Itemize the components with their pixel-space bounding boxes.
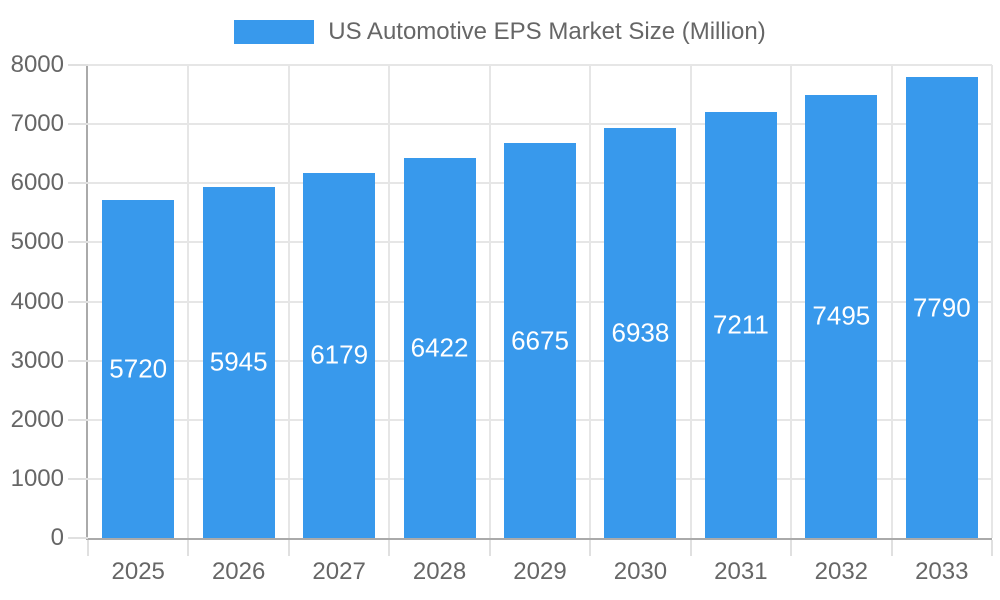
x-tick-label: 2029 — [513, 558, 567, 585]
bar-value-label: 5720 — [109, 353, 168, 384]
bar[interactable]: 7495 — [805, 94, 878, 538]
x-axis-tick — [890, 540, 893, 556]
gridline-vertical — [890, 65, 893, 538]
bar-value-label: 6675 — [511, 325, 569, 356]
bar[interactable]: 7790 — [905, 77, 978, 538]
gridline-vertical — [187, 65, 190, 538]
x-axis-tick — [388, 540, 391, 556]
y-axis-tick — [68, 182, 88, 185]
y-tick-label: 2000 — [10, 405, 64, 433]
legend[interactable]: US Automotive EPS Market Size (Million) — [0, 18, 1000, 46]
bar-value-label: 6938 — [611, 317, 670, 348]
legend-swatch — [234, 20, 315, 44]
y-axis-tick — [68, 418, 88, 421]
y-tick-label: 7000 — [10, 110, 64, 138]
y-axis-tick — [68, 300, 88, 303]
x-axis-tick — [689, 540, 692, 556]
y-axis-tick — [68, 537, 88, 539]
bar[interactable]: 5945 — [202, 186, 275, 538]
bar[interactable]: 5720 — [102, 199, 175, 538]
gridline-vertical — [689, 65, 692, 538]
x-axis-tick — [187, 540, 190, 556]
gridline-vertical — [488, 65, 491, 538]
x-tick-label: 2027 — [312, 558, 366, 585]
bar[interactable]: 6422 — [403, 158, 476, 538]
y-tick-label: 4000 — [10, 287, 64, 315]
bar-value-label: 6422 — [410, 332, 469, 363]
y-axis-tick — [68, 359, 88, 362]
bar-value-label: 6179 — [310, 339, 369, 370]
gridline-vertical — [790, 65, 793, 538]
gridline-vertical — [388, 65, 391, 538]
y-axis-tick — [68, 241, 88, 244]
gridline-horizontal — [88, 64, 992, 66]
x-axis-tick — [790, 540, 793, 556]
y-tick-label: 1000 — [10, 464, 64, 492]
y-tick-label: 0 — [50, 524, 64, 551]
y-axis-tick — [68, 123, 88, 126]
y-tick-label: 8000 — [10, 51, 64, 78]
bar[interactable]: 6938 — [604, 127, 677, 538]
x-axis-tick — [991, 540, 993, 556]
gridline-vertical — [287, 65, 290, 538]
x-axis-tick — [589, 540, 592, 556]
x-axis-tick — [287, 540, 290, 556]
x-tick-label: 2030 — [613, 558, 668, 585]
plot-area: 5720 5945 6179 6422 6675 6938 7211 7495 7790 — [86, 64, 993, 540]
bar-value-label: 7211 — [712, 309, 769, 340]
x-tick-label: 2026 — [211, 558, 266, 585]
legend-label: US Automotive EPS Market Size (Million) — [328, 18, 766, 45]
bar[interactable]: 6179 — [303, 172, 376, 538]
x-tick-label: 2032 — [814, 558, 869, 585]
gridline-vertical — [589, 65, 592, 538]
y-tick-label: 5000 — [10, 228, 64, 256]
gridline-horizontal — [88, 123, 992, 126]
x-tick-label: 2033 — [915, 558, 969, 585]
gridline-vertical — [991, 65, 993, 538]
y-tick-label: 3000 — [10, 346, 64, 374]
y-axis-tick — [68, 477, 88, 480]
y-tick-label: 6000 — [10, 169, 64, 197]
x-axis-tick — [488, 540, 491, 556]
bar-value-label: 7790 — [912, 292, 971, 323]
x-tick-label: 2025 — [111, 558, 165, 585]
bar-value-label: 7495 — [812, 300, 871, 331]
x-tick-label: 2031 — [714, 558, 768, 585]
x-tick-label: 2028 — [412, 558, 467, 585]
bar[interactable]: 6675 — [504, 143, 576, 538]
bar[interactable]: 7211 — [704, 111, 777, 538]
x-axis-tick — [87, 540, 89, 556]
y-axis-tick — [68, 64, 88, 66]
bar-value-label: 5945 — [209, 346, 268, 377]
